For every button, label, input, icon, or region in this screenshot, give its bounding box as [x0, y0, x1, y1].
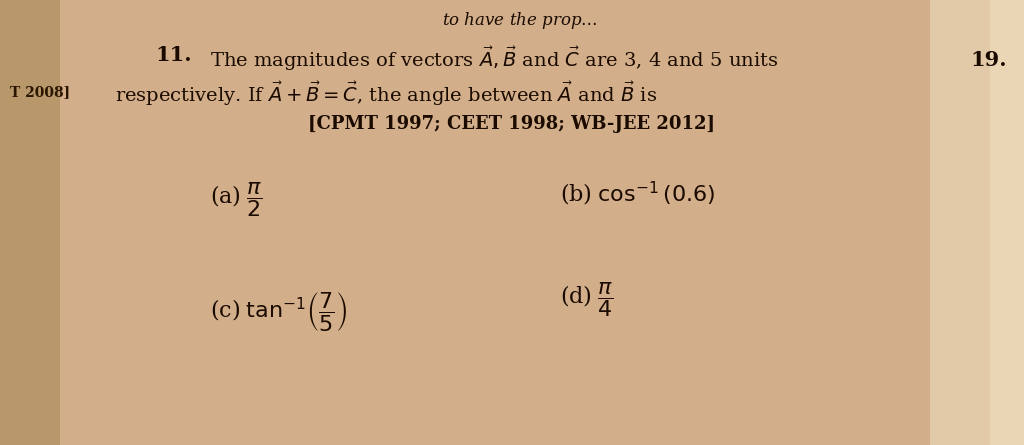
Text: [CPMT 1997; CEET 1998; WB-JEE 2012]: [CPMT 1997; CEET 1998; WB-JEE 2012] [308, 115, 716, 133]
Text: to have the prop$\ldots$: to have the prop$\ldots$ [442, 10, 598, 31]
Text: The magnitudes of vectors $\vec{A},\vec{B}$ and $\vec{C}$ are 3, 4 and 5 units: The magnitudes of vectors $\vec{A},\vec{… [210, 45, 778, 73]
Text: (d)$\;\dfrac{\pi}{4}$: (d)$\;\dfrac{\pi}{4}$ [560, 280, 613, 319]
Text: (c)$\;\tan^{-1}\!\left(\dfrac{7}{5}\right)$: (c)$\;\tan^{-1}\!\left(\dfrac{7}{5}\righ… [210, 290, 347, 333]
Text: (a)$\;\dfrac{\pi}{2}$: (a)$\;\dfrac{\pi}{2}$ [210, 180, 263, 219]
Text: (b)$\;\cos^{-1}(0.6)$: (b)$\;\cos^{-1}(0.6)$ [560, 180, 715, 208]
Text: 11.: 11. [155, 45, 191, 65]
Bar [990, 0, 1024, 445]
Text: 19.: 19. [970, 50, 1007, 70]
Text: T 2008]: T 2008] [10, 85, 70, 99]
Bar [60, 0, 930, 445]
Bar [0, 0, 60, 445]
Text: respectively. If $\vec{A}+\vec{B}=\vec{C}$, the angle between $\vec{A}$ and $\ve: respectively. If $\vec{A}+\vec{B}=\vec{C… [115, 80, 657, 108]
Bar [930, 0, 1024, 445]
